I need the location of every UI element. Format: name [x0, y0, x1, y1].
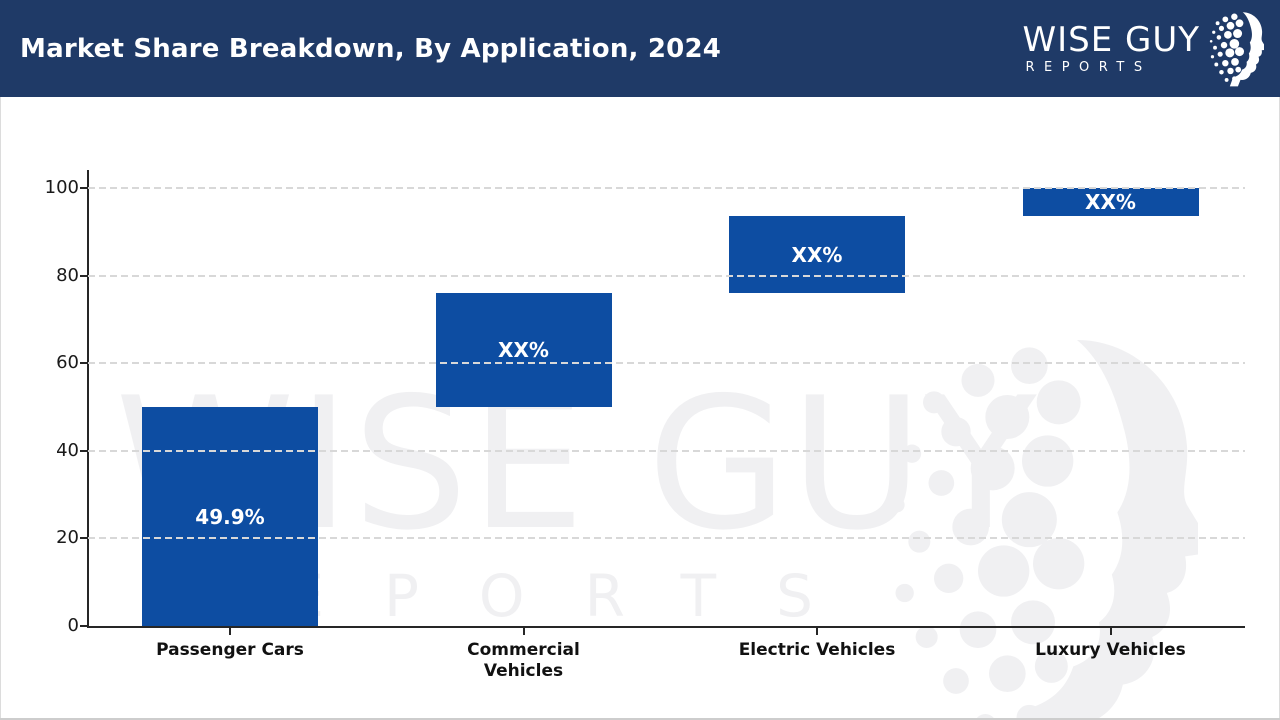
x-axis-tick [522, 628, 525, 635]
gridline [88, 362, 1245, 365]
plot-area: WISE GUY REPORTS 0 20 40 60 80 100 49.9% Passen… [0, 97, 1280, 720]
y-axis-tick [80, 187, 88, 189]
y-axis-spine [87, 170, 89, 628]
x-axis-category-label: Luxury Vehicles [1035, 640, 1186, 660]
bar-value-label: 49.9% [195, 504, 265, 529]
x-axis-tick [816, 628, 818, 635]
gridline [88, 537, 1245, 540]
y-axis-tick [80, 362, 88, 365]
chart-bar [142, 407, 318, 626]
y-axis-tick-label: 60 [56, 352, 79, 374]
bar-value-label: XX% [1085, 190, 1136, 215]
y-axis-tick [80, 625, 88, 627]
gridline [88, 449, 1245, 452]
wise-guy-logo: WISE GUY REPORTS [1022, 10, 1280, 88]
header-bar: Market Share Breakdown, By Application, … [0, 0, 1280, 97]
chart-bar [729, 216, 905, 294]
chart-bar [435, 293, 612, 408]
bottom-rule [0, 718, 1280, 720]
page-title: Market Share Breakdown, By Application, … [20, 33, 722, 64]
bar-value-label: XX% [498, 338, 549, 363]
gridline [88, 187, 1245, 189]
logo-wordmark-line1: WISE GUY [1022, 20, 1200, 60]
y-axis-tick [80, 274, 88, 277]
y-axis-tick-label: 20 [56, 527, 79, 549]
x-axis-category-label: Commercial Vehicles [467, 640, 580, 681]
y-axis-tick-label: 80 [56, 264, 79, 286]
bar-value-label: XX% [791, 242, 843, 267]
gridline [88, 274, 1245, 277]
y-axis-tick-label: 40 [56, 439, 79, 461]
x-axis-category-label: Electric Vehicles [738, 640, 896, 660]
y-axis-tick [80, 449, 88, 452]
x-axis-spine [87, 626, 1245, 628]
x-axis-tick [1109, 628, 1112, 635]
y-axis-tick [80, 537, 88, 540]
head-profile-dots-icon [1209, 11, 1264, 86]
y-axis-tick-label: 100 [44, 177, 79, 198]
logo-wordmark: WISE GUY REPORTS [1022, 22, 1200, 75]
x-axis-tick [229, 628, 231, 635]
chart-bar [1022, 188, 1199, 217]
logo-wordmark-line2: REPORTS [1025, 60, 1152, 75]
x-axis-category-label: Passenger Cars [156, 640, 304, 660]
y-axis-tick-label: 0 [67, 615, 79, 636]
